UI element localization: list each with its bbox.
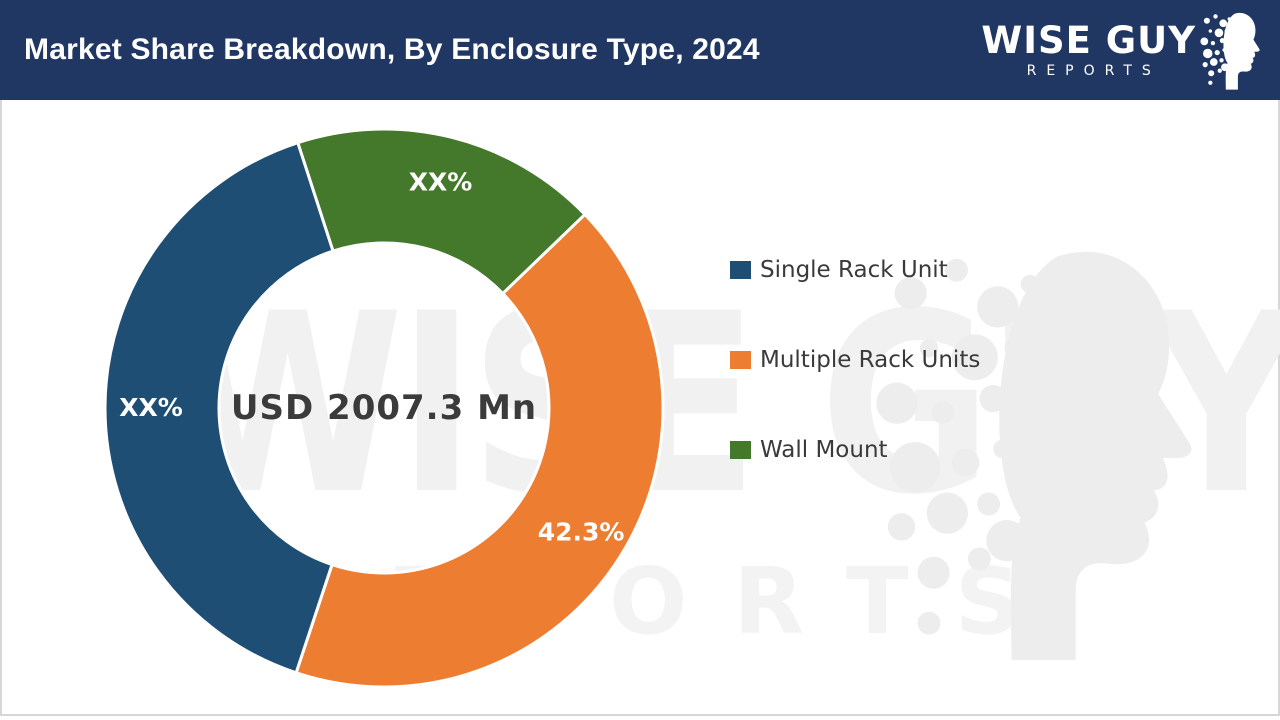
legend-item-multiple-rack-units: Multiple Rack Units <box>730 347 981 373</box>
brand-name: WISE GUY <box>981 19 1196 62</box>
legend-item-wall-mount: Wall Mount <box>730 437 980 463</box>
slice-label-single-rack-unit: XX% <box>119 393 183 422</box>
legend-swatch-wall-mount <box>730 441 751 459</box>
brand-wordmark: WISE GUY REPORTS <box>981 22 1196 78</box>
slice-label-multiple-rack-units: 42.3% <box>538 518 625 547</box>
page-title: Market Share Breakdown, By Enclosure Typ… <box>24 33 760 66</box>
donut-segment-single-rack-unit <box>103 141 335 675</box>
chart-area: WISE GUY REPORTS XX% 42.3% XX% USD 2007.3 … <box>0 100 1280 716</box>
legend-item-single-rack-unit: Single Rack Unit <box>730 257 980 283</box>
legend-label-wall-mount: Wall Mount <box>760 437 888 463</box>
legend-label-single-rack-unit: Single Rack Unit <box>760 257 948 283</box>
brand-logo: WISE GUY REPORTS <box>981 9 1262 91</box>
legend-label-multiple-rack-units: Multiple Rack Units <box>760 347 981 373</box>
donut-segment-wall-mount <box>296 127 587 296</box>
donut-center-value: USD 2007.3 Mn <box>230 388 538 428</box>
donut-segment-multiple-rack-units <box>294 212 665 689</box>
header-bar: Market Share Breakdown, By Enclosure Typ… <box>0 0 1280 100</box>
donut-chart: XX% 42.3% XX% <box>103 127 665 689</box>
legend-swatch-multiple-rack-units <box>730 351 751 369</box>
brand-subtitle: REPORTS <box>1026 63 1161 79</box>
slice-label-wall-mount: XX% <box>409 167 473 196</box>
chart-legend: Single Rack Unit Multiple Rack Units Wall … <box>730 257 981 528</box>
legend-swatch-single-rack-unit <box>730 261 751 279</box>
brand-face-icon <box>1200 12 1260 90</box>
